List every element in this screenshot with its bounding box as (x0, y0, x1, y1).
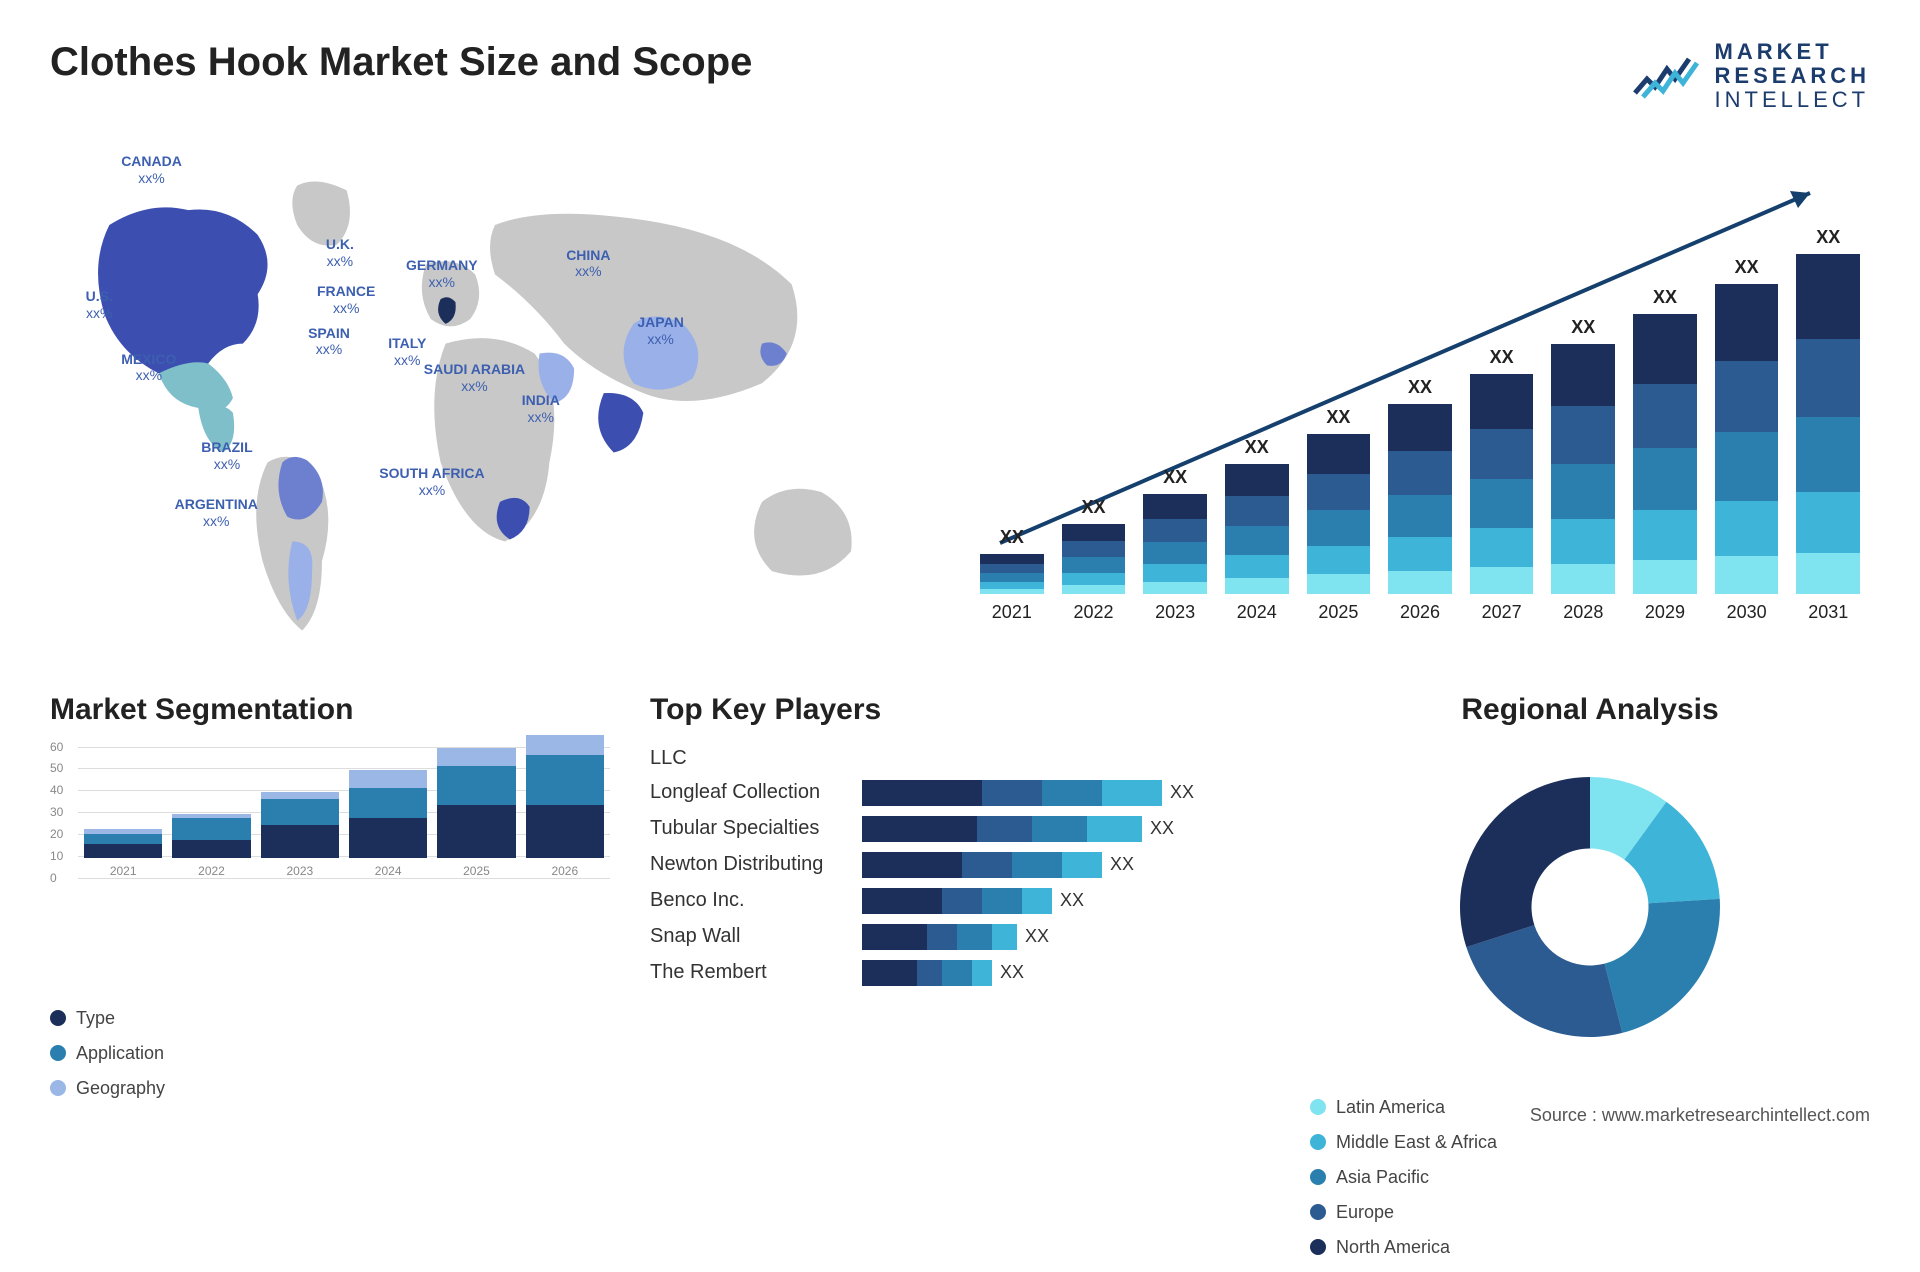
segmentation-bar: 2024 (349, 770, 427, 877)
legend-item: Geography (50, 1078, 210, 1099)
segmentation-panel: Market Segmentation 0102030405060 202120… (50, 693, 610, 1113)
segmentation-bar: 2021 (84, 829, 162, 877)
players-title: Top Key Players (650, 693, 1270, 727)
growth-bar: XX2030 (1715, 257, 1779, 623)
growth-bar: XX2021 (980, 527, 1044, 623)
growth-bar: XX2029 (1633, 287, 1697, 623)
segmentation-bar: 2026 (526, 735, 604, 877)
growth-bar: XX2026 (1388, 377, 1452, 623)
map-label: U.K.xx% (326, 236, 354, 270)
map-label: SPAINxx% (308, 325, 350, 359)
map-label: SAUDI ARABIAxx% (424, 361, 525, 395)
source-text: Source : www.marketresearchintellect.com (1530, 1105, 1870, 1126)
donut-slice (1466, 925, 1622, 1037)
player-row: Longleaf CollectionXX (650, 780, 1270, 806)
legend-item: Europe (1310, 1202, 1870, 1223)
regional-panel: Regional Analysis Latin AmericaMiddle Ea… (1310, 693, 1870, 1113)
logo-line-1: MARKET (1715, 40, 1870, 64)
map-label: U.S.xx% (86, 288, 113, 322)
player-row: Snap WallXX (650, 924, 1270, 950)
map-label: MEXICOxx% (121, 351, 176, 385)
growth-bar: XX2023 (1143, 467, 1207, 623)
growth-bar: XX2022 (1062, 497, 1126, 623)
segmentation-bar: 2023 (261, 792, 339, 877)
map-label: ARGENTINAxx% (175, 496, 258, 530)
players-list: LLC Longleaf CollectionXX Tubular Specialt… (650, 747, 1270, 986)
legend-item: Middle East & Africa (1310, 1132, 1870, 1153)
map-label: CANADAxx% (121, 153, 182, 187)
world-map-panel: CANADAxx% U.S.xx% MEXICOxx% BRAZILxx% ARGENT… (50, 143, 940, 663)
logo-line-3: INTELLECT (1715, 88, 1870, 112)
logo-line-2: RESEARCH (1715, 64, 1870, 88)
map-label: GERMANYxx% (406, 257, 478, 291)
player-row: The RembertXX (650, 960, 1270, 986)
header: Clothes Hook Market Size and Scope MARKE… (50, 40, 1870, 113)
logo: MARKET RESEARCH INTELLECT (1633, 40, 1870, 113)
growth-bar: XX2025 (1307, 407, 1371, 623)
donut-slice (1605, 898, 1720, 1032)
player-row: Newton DistributingXX (650, 852, 1270, 878)
map-label: FRANCExx% (317, 283, 375, 317)
map-label: ITALYxx% (388, 335, 426, 369)
world-map (50, 143, 940, 663)
legend-item: Type (50, 1008, 210, 1029)
growth-bar: XX2027 (1470, 347, 1534, 623)
growth-bar: XX2031 (1796, 227, 1860, 623)
donut-slice (1460, 777, 1590, 947)
legend-item: Asia Pacific (1310, 1167, 1870, 1188)
donut-chart (1440, 757, 1740, 1057)
map-label: JAPANxx% (637, 314, 683, 348)
map-label: INDIAxx% (522, 392, 560, 426)
player-row: Benco Inc.XX (650, 888, 1270, 914)
player-row: Tubular SpecialtiesXX (650, 816, 1270, 842)
regional-title: Regional Analysis (1461, 693, 1718, 727)
map-label: BRAZILxx% (201, 439, 252, 473)
map-label: SOUTH AFRICAxx% (379, 465, 484, 499)
growth-chart-panel: XX2021 XX2022 XX2023 XX2024 XX2025 XX2026 XX20… (970, 143, 1870, 663)
legend-item: Application (50, 1043, 210, 1064)
segmentation-legend: Type Application Geography (50, 948, 210, 1113)
logo-icon (1633, 49, 1703, 103)
segmentation-chart: 0102030405060 202120222023202420252026 (50, 747, 610, 918)
growth-bar: XX2028 (1551, 317, 1615, 623)
map-label: CHINAxx% (566, 247, 610, 281)
page-title: Clothes Hook Market Size and Scope (50, 40, 752, 85)
players-panel: Top Key Players LLC Longleaf CollectionXX… (650, 693, 1270, 1113)
segmentation-title: Market Segmentation (50, 693, 610, 727)
segmentation-bar: 2022 (172, 814, 250, 878)
growth-bar: XX2024 (1225, 437, 1289, 623)
segmentation-bar: 2025 (437, 748, 515, 877)
players-heading: LLC (650, 747, 850, 770)
legend-item: North America (1310, 1237, 1870, 1258)
